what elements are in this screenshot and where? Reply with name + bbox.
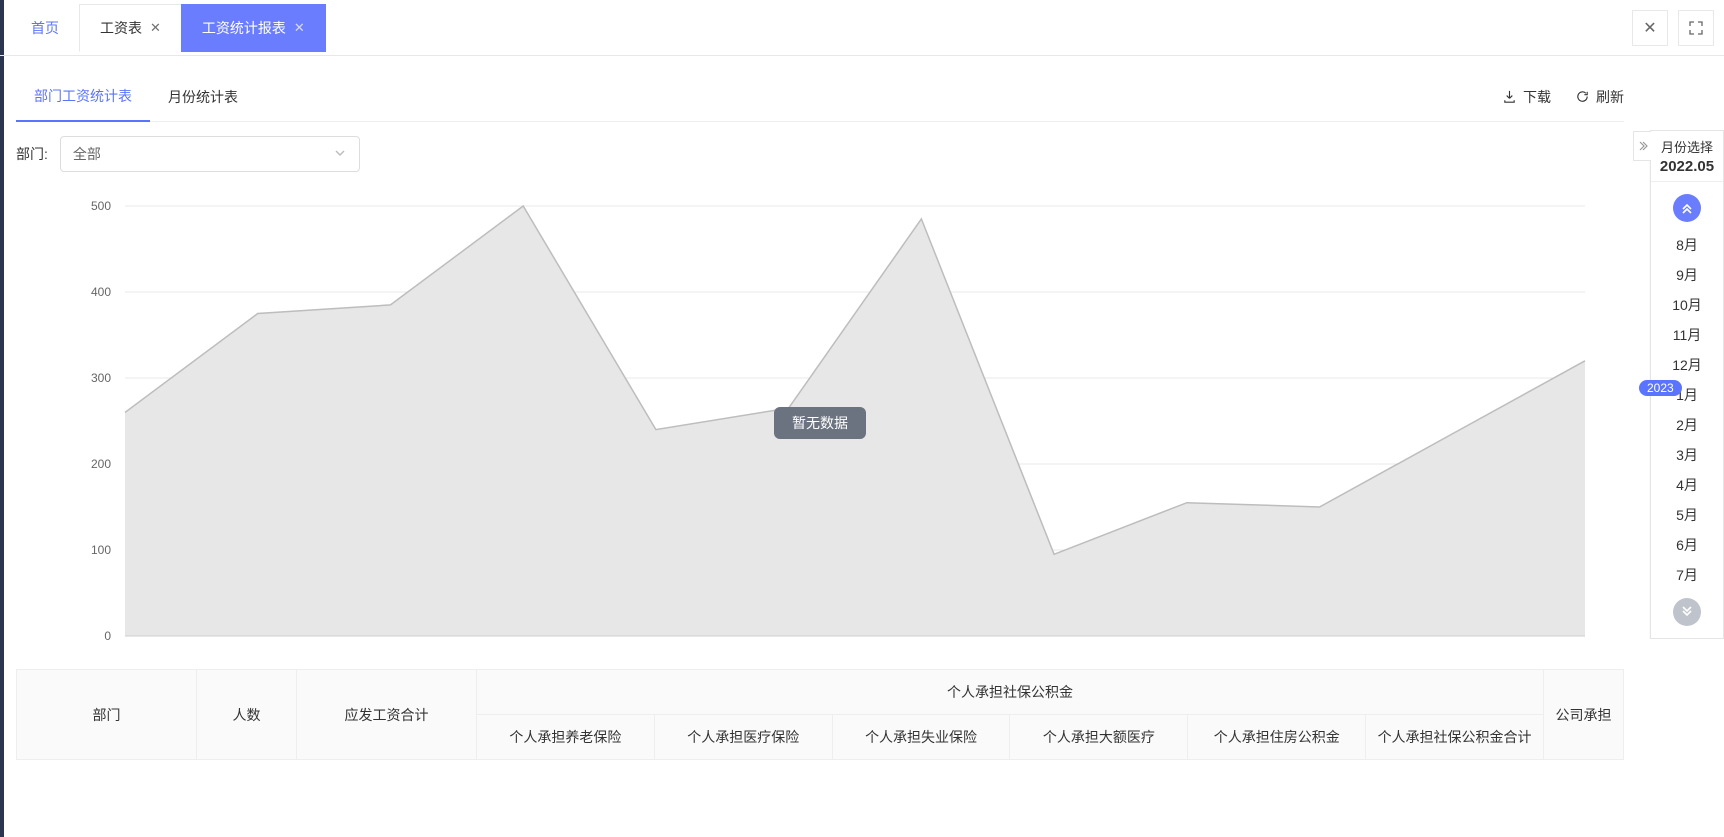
th-unemployment: 个人承担失业保险 bbox=[832, 715, 1010, 760]
top-right-controls: ✕ bbox=[1632, 0, 1724, 56]
chevron-right-double-icon bbox=[1638, 140, 1648, 152]
svg-text:500: 500 bbox=[91, 199, 111, 213]
month-item[interactable]: 2月 bbox=[1676, 410, 1698, 440]
chevron-up-double-icon bbox=[1681, 202, 1693, 214]
tab-salary-stats-report[interactable]: 工资统计报表 ✕ bbox=[181, 4, 326, 52]
dept-select-value: 全部 bbox=[73, 144, 101, 164]
download-button[interactable]: 下载 bbox=[1502, 87, 1551, 107]
month-item[interactable]: 10月 bbox=[1672, 290, 1702, 320]
refresh-label: 刷新 bbox=[1596, 87, 1624, 107]
subtab-month-stats-label: 月份统计表 bbox=[168, 89, 238, 105]
month-item[interactable]: 20231月 bbox=[1651, 380, 1723, 410]
close-icon[interactable]: ✕ bbox=[150, 20, 161, 36]
month-rail-title: 月份选择 bbox=[1661, 137, 1713, 156]
th-major-medical: 个人承担大额医疗 bbox=[1010, 715, 1188, 760]
download-icon bbox=[1502, 89, 1517, 104]
svg-text:300: 300 bbox=[91, 371, 111, 385]
refresh-icon bbox=[1575, 89, 1590, 104]
month-item[interactable]: 9月 bbox=[1676, 260, 1698, 290]
th-medical: 个人承担医疗保险 bbox=[654, 715, 832, 760]
left-accent-stripe bbox=[0, 0, 4, 837]
chevron-down-double-icon bbox=[1681, 606, 1693, 618]
dept-select[interactable]: 全部 bbox=[60, 136, 360, 172]
tab-home[interactable]: 首页 bbox=[10, 4, 80, 52]
month-scroll-down-button[interactable] bbox=[1673, 598, 1701, 626]
month-item[interactable]: 5月 bbox=[1676, 500, 1698, 530]
tab-salary-sheet[interactable]: 工资表 ✕ bbox=[79, 4, 182, 52]
month-scroll-up-button[interactable] bbox=[1673, 194, 1701, 222]
chart-container: 0 100 200 300 400 500 暂无数据 bbox=[16, 186, 1624, 659]
svg-text:400: 400 bbox=[91, 285, 111, 299]
th-housing-fund: 个人承担住房公积金 bbox=[1188, 715, 1366, 760]
window-tab-bar: 首页 工资表 ✕ 工资统计报表 ✕ ✕ bbox=[0, 0, 1724, 56]
fullscreen-button[interactable] bbox=[1678, 10, 1714, 46]
tab-salary-stats-report-label: 工资统计报表 bbox=[202, 18, 286, 38]
subtab-dept-salary-stats[interactable]: 部门工资统计表 bbox=[16, 72, 150, 122]
no-data-badge: 暂无数据 bbox=[774, 407, 866, 439]
download-label: 下载 bbox=[1523, 87, 1551, 107]
chevron-down-icon bbox=[333, 146, 347, 163]
th-group-personal-social: 个人承担社保公积金 bbox=[477, 670, 1544, 715]
tab-home-label: 首页 bbox=[31, 18, 59, 38]
year-badge: 2023 bbox=[1639, 380, 1682, 396]
refresh-button[interactable]: 刷新 bbox=[1575, 87, 1624, 107]
month-item[interactable]: 3月 bbox=[1676, 440, 1698, 470]
fullscreen-icon bbox=[1689, 21, 1703, 35]
svg-text:100: 100 bbox=[91, 543, 111, 557]
month-item[interactable]: 8月 bbox=[1676, 230, 1698, 260]
salary-table: 部门 人数 应发工资合计 个人承担社保公积金 公司承担 个人承担养老保险 个人承… bbox=[16, 669, 1624, 760]
month-item[interactable]: 12月 bbox=[1672, 350, 1702, 380]
month-item[interactable]: 7月 bbox=[1676, 560, 1698, 590]
dept-filter-label: 部门: bbox=[16, 144, 48, 164]
close-all-tabs-button[interactable]: ✕ bbox=[1632, 10, 1668, 46]
sub-tab-bar: 部门工资统计表 月份统计表 下载 刷新 bbox=[16, 72, 1624, 122]
tab-salary-sheet-label: 工资表 bbox=[100, 18, 142, 38]
page-body: 部门工资统计表 月份统计表 下载 刷新 部门: 全部 0 100 200 300 400… bbox=[0, 56, 1640, 776]
month-picker-rail: 月份选择 2022.05 8月9月10月11月12月20231月2月3月4月5月… bbox=[1650, 130, 1724, 639]
th-pension: 个人承担养老保险 bbox=[477, 715, 655, 760]
month-item[interactable]: 11月 bbox=[1673, 320, 1702, 350]
th-social-total: 个人承担社保公积金合计 bbox=[1366, 715, 1544, 760]
th-dept: 部门 bbox=[17, 670, 197, 760]
th-count: 人数 bbox=[197, 670, 297, 760]
month-rail-current: 2022.05 bbox=[1660, 158, 1714, 175]
filter-row: 部门: 全部 bbox=[16, 122, 1624, 186]
month-list: 8月9月10月11月12月20231月2月3月4月5月6月7月 bbox=[1651, 182, 1723, 638]
subtab-month-stats[interactable]: 月份统计表 bbox=[150, 73, 256, 121]
th-payable: 应发工资合计 bbox=[297, 670, 477, 760]
svg-text:0: 0 bbox=[104, 629, 111, 643]
th-company-overflow: 公司承担 bbox=[1544, 670, 1624, 760]
month-rail-header: 月份选择 2022.05 bbox=[1651, 131, 1723, 182]
month-rail-collapse-button[interactable] bbox=[1633, 131, 1651, 161]
month-item[interactable]: 6月 bbox=[1676, 530, 1698, 560]
subtab-dept-salary-stats-label: 部门工资统计表 bbox=[34, 88, 132, 104]
month-item[interactable]: 4月 bbox=[1676, 470, 1698, 500]
svg-text:200: 200 bbox=[91, 457, 111, 471]
close-icon[interactable]: ✕ bbox=[294, 20, 305, 36]
page-actions: 下载 刷新 bbox=[1502, 87, 1624, 107]
